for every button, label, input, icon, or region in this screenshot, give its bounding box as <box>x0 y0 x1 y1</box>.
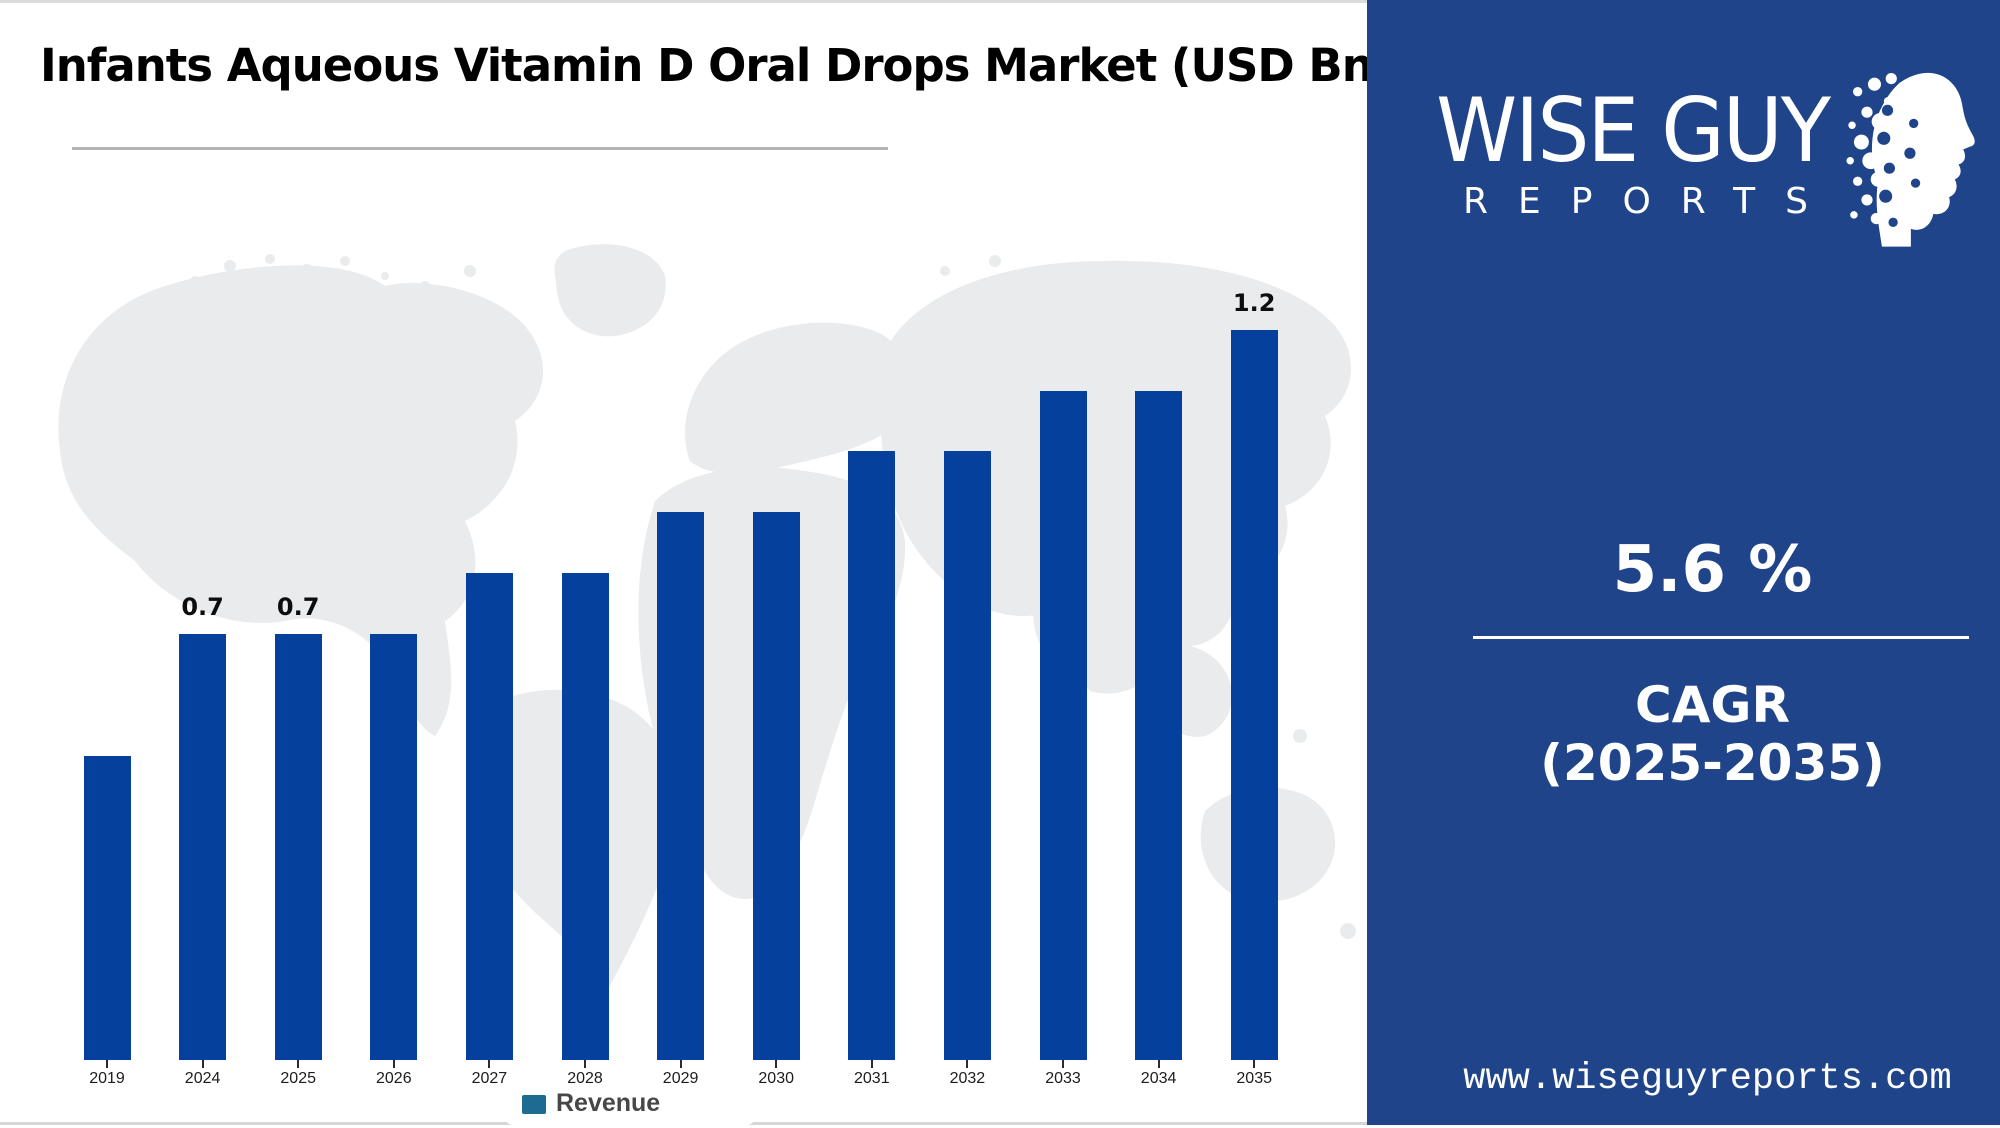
x-tick-label: 2032 <box>949 1070 986 1087</box>
x-tick-label: 2031 <box>854 1070 890 1087</box>
bar-2028 <box>561 573 609 1060</box>
bar-2030 <box>752 512 800 1060</box>
chart-panel: Infants Aqueous Vitamin D Oral Drops Mar… <box>0 0 1393 1128</box>
chart-legend: Revenue <box>505 1083 755 1125</box>
bar-2024 <box>179 634 227 1060</box>
x-tick <box>488 1060 491 1068</box>
x-tick <box>1253 1060 1256 1068</box>
x-tick <box>966 1060 969 1068</box>
wise-guy-logo: WISE GUY REPORTS <box>1367 62 2000 252</box>
logo-head-icon <box>1846 72 1975 247</box>
x-tick <box>201 1060 204 1068</box>
x-tick-label: 2027 <box>471 1070 508 1087</box>
x-tick-label: 2019 <box>89 1070 125 1087</box>
bar-2032 <box>943 451 991 1060</box>
website-url[interactable]: www.wiseguyreports.com <box>1463 1058 1952 1100</box>
x-tick <box>870 1060 873 1068</box>
bar-2025 <box>274 634 322 1060</box>
bar-2034 <box>1135 391 1183 1060</box>
x-tick <box>392 1060 395 1068</box>
legend-swatch <box>522 1095 546 1114</box>
logo-wiseguy-text: WISE GUY <box>1436 79 1831 183</box>
bar-value-label: 1.2 <box>1232 289 1276 317</box>
title-underline-divider <box>72 147 888 150</box>
x-tick <box>1157 1060 1160 1068</box>
x-tick-label: 2033 <box>1045 1070 1081 1087</box>
bar-2026 <box>370 634 418 1060</box>
x-tick <box>106 1060 108 1068</box>
page-title: Infants Aqueous Vitamin D Oral Drops Mar… <box>40 39 1393 92</box>
x-tick-label: 2029 <box>662 1070 699 1087</box>
x-tick-label: 2034 <box>1140 1070 1177 1087</box>
x-tick-label: 2035 <box>1236 1070 1272 1087</box>
cagr-label: CAGR (2025-2035) <box>1367 676 2000 792</box>
bar-2029 <box>657 512 705 1060</box>
legend-label: Revenue <box>556 1089 661 1117</box>
cagr-label-line1: CAGR <box>1635 676 1790 734</box>
x-tick-label: 2028 <box>567 1070 603 1087</box>
logo-text: WISE GUY REPORTS <box>1436 87 1831 220</box>
x-tick-label: 2024 <box>184 1070 221 1087</box>
bar-value-label: 0.7 <box>181 593 224 621</box>
bar-chart: 2019 2024 0.7 2025 0.7 2026 2027 2028 2029 2030 20… <box>0 3 1367 1128</box>
x-tick <box>297 1060 300 1068</box>
brand-panel: WISE GUY REPORTS 5.6 % CAGR <box>1367 0 2000 1125</box>
x-tick <box>775 1060 778 1068</box>
bar-2035 <box>1230 330 1278 1060</box>
x-tick-label: 2030 <box>758 1070 794 1087</box>
x-tick-label: 2025 <box>280 1070 316 1087</box>
bar-2027 <box>465 573 513 1060</box>
bar-2019 <box>83 756 131 1060</box>
bar-2031 <box>848 451 896 1060</box>
logo-reports-text: REPORTS <box>1462 181 1839 222</box>
cagr-label-line2: (2025-2035) <box>1540 734 1885 792</box>
bar-value-label: 0.7 <box>276 593 320 621</box>
x-tick <box>584 1060 586 1068</box>
x-tick <box>679 1060 682 1068</box>
x-tick <box>1062 1060 1064 1068</box>
bar-2033 <box>1039 391 1087 1060</box>
cagr-divider <box>1473 636 1969 639</box>
x-tick-label: 2026 <box>376 1070 412 1087</box>
cagr-value: 5.6 % <box>1612 533 1813 607</box>
